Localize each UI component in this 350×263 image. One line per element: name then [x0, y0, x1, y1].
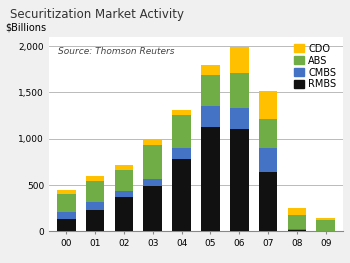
Bar — [259, 148, 278, 172]
Text: $Billions: $Billions — [5, 23, 46, 33]
Bar — [86, 176, 105, 181]
Bar — [201, 127, 220, 231]
Bar — [316, 220, 335, 231]
Bar — [172, 115, 191, 148]
Bar — [230, 129, 248, 231]
Bar — [57, 219, 76, 231]
Bar — [201, 65, 220, 75]
Bar — [144, 179, 162, 186]
Bar — [287, 208, 306, 215]
Bar — [57, 213, 76, 219]
Bar — [201, 75, 220, 106]
Bar — [57, 194, 76, 213]
Bar — [230, 73, 248, 108]
Bar — [201, 106, 220, 127]
Bar — [144, 145, 162, 179]
Bar — [230, 108, 248, 129]
Bar — [287, 215, 306, 229]
Bar — [259, 92, 278, 119]
Bar — [259, 172, 278, 231]
Bar — [114, 165, 133, 170]
Bar — [144, 140, 162, 145]
Bar — [172, 159, 191, 231]
Bar — [287, 230, 306, 231]
Legend: CDO, ABS, CMBS, RMBS: CDO, ABS, CMBS, RMBS — [293, 42, 338, 92]
Bar — [172, 148, 191, 159]
Text: Securitization Market Activity: Securitization Market Activity — [10, 8, 184, 21]
Bar — [230, 47, 248, 73]
Bar — [114, 170, 133, 191]
Bar — [144, 186, 162, 231]
Bar — [172, 110, 191, 115]
Bar — [287, 229, 306, 230]
Bar — [86, 202, 105, 210]
Bar — [114, 191, 133, 197]
Bar — [57, 190, 76, 194]
Bar — [259, 119, 278, 148]
Bar — [114, 197, 133, 231]
Bar — [86, 181, 105, 202]
Text: Source: Thomson Reuters: Source: Thomson Reuters — [58, 47, 174, 55]
Bar — [86, 210, 105, 231]
Bar — [316, 218, 335, 220]
